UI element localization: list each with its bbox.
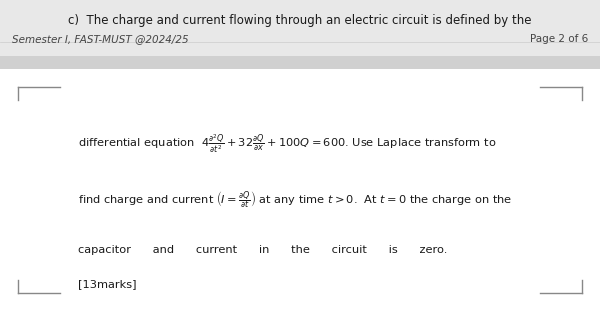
Bar	[0, 56, 600, 69]
Text: capacitor      and      current      in      the      circuit      is      zero.: capacitor and current in the circuit is …	[78, 245, 448, 255]
Text: Semester I, FAST-MUST @2024/25: Semester I, FAST-MUST @2024/25	[12, 34, 188, 44]
Text: find charge and current $\left(I=\frac{\partial Q}{\partial t}\right)$ at any ti: find charge and current $\left(I=\frac{\…	[78, 189, 512, 211]
Text: differential equation  $4\frac{\partial^2Q}{\partial t^2} + 32\frac{\partial Q}{: differential equation $4\frac{\partial^2…	[78, 132, 496, 155]
Bar	[0, 69, 600, 312]
Text: c)  The charge and current flowing through an electric circuit is defined by the: c) The charge and current flowing throug…	[68, 14, 532, 27]
Text: [13marks]: [13marks]	[78, 279, 137, 289]
Text: Page 2 of 6: Page 2 of 6	[530, 34, 588, 44]
